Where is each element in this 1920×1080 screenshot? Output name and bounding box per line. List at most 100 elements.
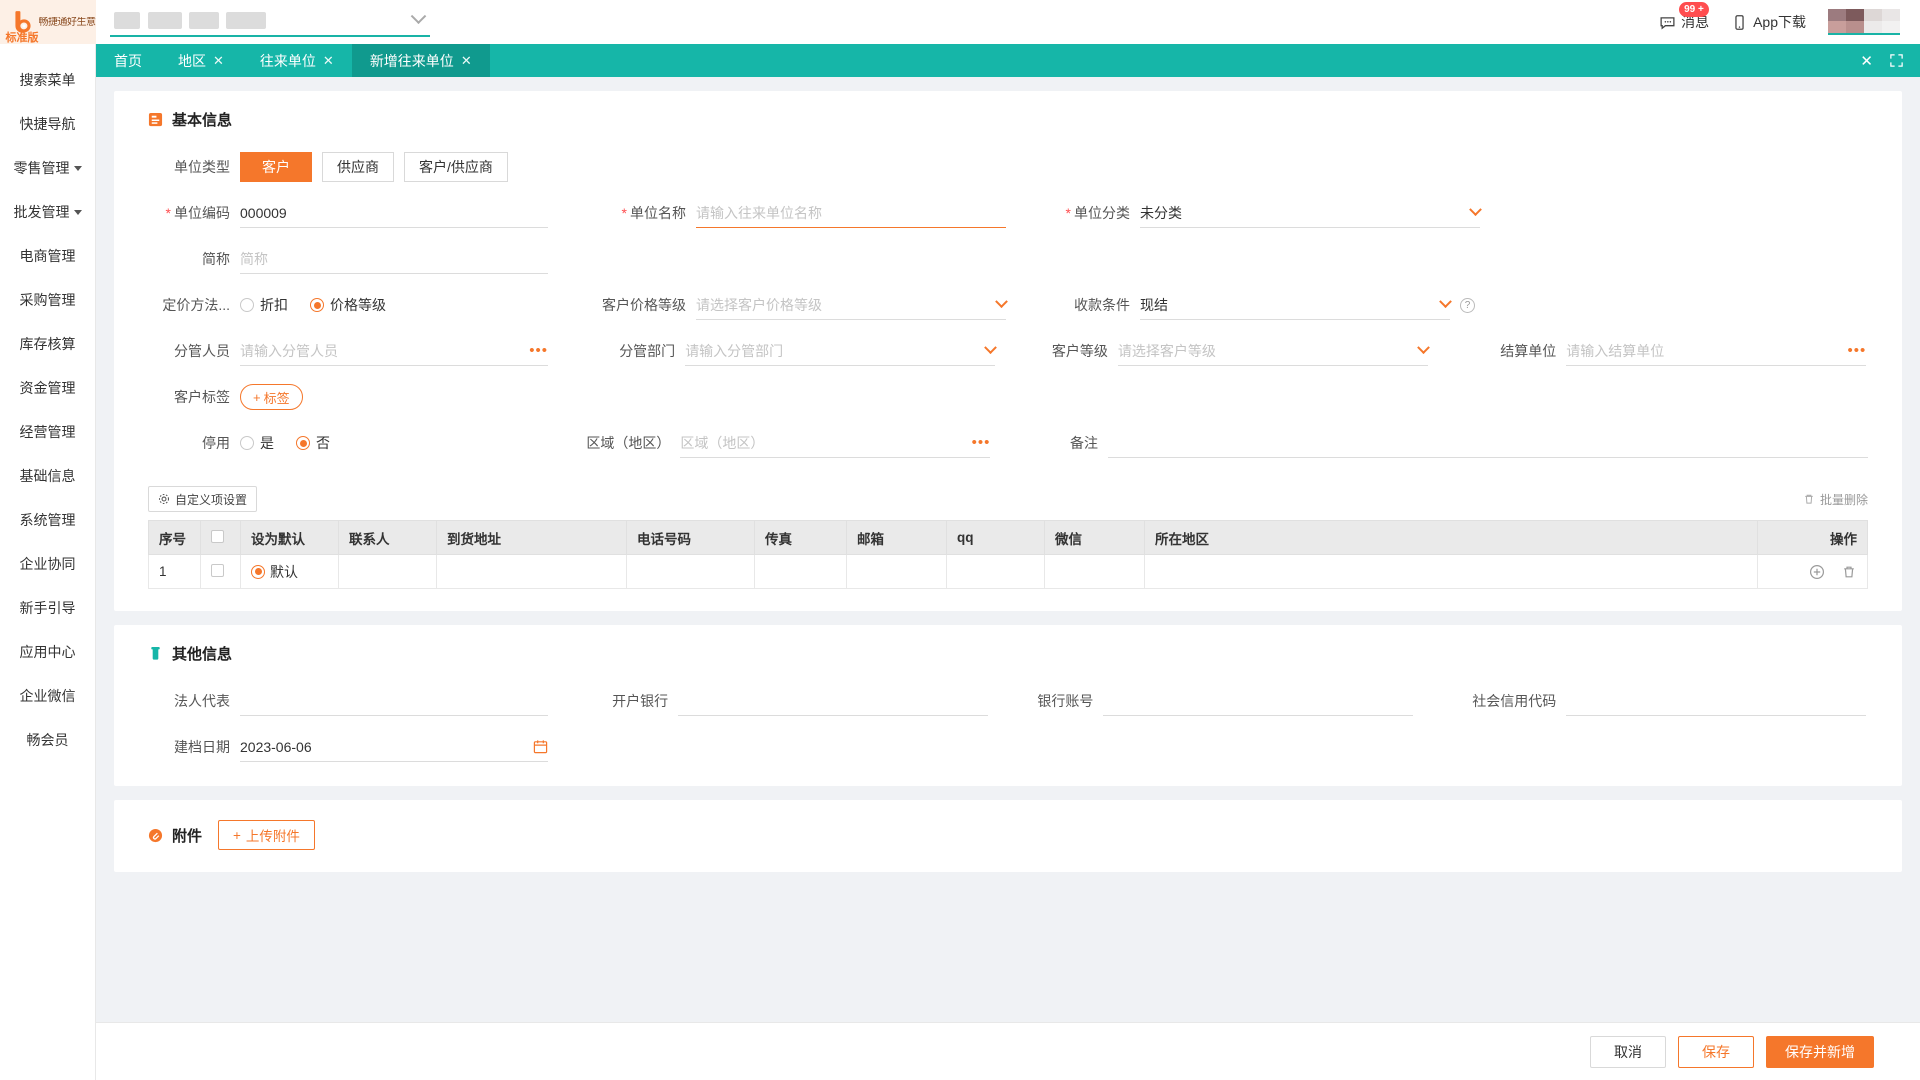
tab-region[interactable]: 地区 ✕ [160,44,242,77]
sidebar-item-operations[interactable]: 经营管理 [0,410,96,454]
add-row-icon[interactable] [1809,564,1825,580]
sidebar-item-inventory[interactable]: 库存核算 [0,322,96,366]
contact-table-head: 序号 设为默认 联系人 到货地址 电话号码 传真 邮箱 qq 微信 所在地区 操… [148,520,1868,555]
cell-phone[interactable] [626,554,755,589]
pricing-option-discount[interactable]: 折扣 [240,295,288,315]
cell-contact[interactable] [338,554,437,589]
sidebar-item-basic-info[interactable]: 基础信息 [0,454,96,498]
upload-attachment-label: 上传附件 [245,829,300,844]
pricing-row: 定价方法... 折扣 价格等级 [148,282,1868,328]
disabled-option-no[interactable]: 否 [296,433,330,453]
short-name-input[interactable]: 简称 [240,250,268,267]
unit-type-option-supplier[interactable]: 供应商 [322,152,394,182]
sidebar-item-purchase[interactable]: 采购管理 [0,278,96,322]
pricing-option-price-level[interactable]: 价格等级 [310,295,386,315]
chevron-down-icon[interactable] [984,341,998,355]
unit-name-input[interactable]: 请输入往来单位名称 [696,204,822,221]
save-and-new-button[interactable]: 保存并新增 [1766,1035,1874,1068]
custom-field-settings-button[interactable]: 自定义项设置 [148,486,258,512]
company-selector[interactable] [110,7,430,37]
tab-home[interactable]: 首页 [96,44,160,77]
cell-region[interactable] [1144,554,1758,589]
col-fax: 传真 [754,520,847,555]
save-button[interactable]: 保存 [1678,1035,1754,1068]
sidebar-item-finance[interactable]: 资金管理 [0,366,96,410]
sidebar-item-ecommerce[interactable]: 电商管理 [0,234,96,278]
attachment-header: 附件 [148,825,202,846]
sidebar-item-app-center[interactable]: 应用中心 [0,630,96,674]
unit-category-label: * 单位分类 [1065,205,1130,221]
settle-unit-input[interactable]: 请输入结算单位 [1566,342,1665,359]
unit-type-buttons: 客户 供应商 客户/供应商 [240,152,508,182]
sidebar-item-label: 畅会员 [26,732,69,748]
sidebar-item-wecom[interactable]: 企业微信 [0,674,96,718]
checkbox-icon[interactable] [211,563,224,577]
batch-delete-button[interactable]: 批量删除 [1803,491,1868,508]
customer-level-label: 客户等级 [1051,343,1108,359]
unit-type-option-customer[interactable]: 客户 [240,152,312,182]
cancel-button[interactable]: 取消 [1590,1035,1666,1068]
customer-price-level-input[interactable]: 请选择客户价格等级 [696,296,822,313]
manager-person-label: 分管人员 [174,343,230,359]
cell-set-default[interactable]: 默认 [240,554,339,589]
delete-row-icon[interactable] [1841,564,1857,580]
sidebar-item-search-menu[interactable]: 搜索菜单 [0,58,96,102]
add-tag-button[interactable]: + 标签 [240,384,303,410]
upload-attachment-button[interactable]: + 上传附件 [218,820,315,850]
sidebar-item-wholesale[interactable]: 批发管理 [0,190,96,234]
col-select-all[interactable] [200,520,241,555]
more-options-icon[interactable]: ••• [971,433,991,451]
sidebar-item-enterprise-collab[interactable]: 企业协同 [0,542,96,586]
radio-icon-selected[interactable] [251,564,265,579]
more-options-icon[interactable]: ••• [529,341,548,359]
cell-address[interactable] [436,554,627,589]
table-row[interactable]: 1 默认 [148,554,1868,589]
manager-dept-input[interactable]: 请输入分管部门 [685,342,784,359]
customer-level-input[interactable]: 请选择客户等级 [1117,342,1216,359]
chevron-down-icon[interactable] [1469,203,1482,217]
close-icon[interactable]: ✕ [460,53,472,68]
sidebar-item-quick-nav[interactable]: 快捷导航 [0,102,96,146]
calendar-icon[interactable] [533,739,548,754]
cell-fax[interactable] [754,554,847,589]
checkbox-icon[interactable] [211,529,224,543]
cell-email[interactable] [846,554,947,589]
close-icon[interactable]: ✕ [213,53,224,68]
chevron-down-icon[interactable] [995,295,1008,309]
sidebar-item-system[interactable]: 系统管理 [0,498,96,542]
cell-select[interactable] [200,554,241,589]
help-icon[interactable]: ? [1460,297,1475,313]
region-input[interactable]: 区域（地区） [680,434,765,451]
payment-terms-value[interactable]: 现结 [1140,296,1168,313]
chevron-down-icon[interactable] [1439,295,1452,309]
close-icon[interactable]: ✕ [322,53,334,68]
tab-business-unit[interactable]: 往来单位 ✕ [242,44,352,77]
unit-type-option-both[interactable]: 客户/供应商 [404,152,508,182]
brand-logo[interactable]: 畅捷通好生意 标准版 [0,0,96,44]
manager-dept-label: 分管部门 [619,343,676,359]
cell-actions [1757,554,1868,589]
app-download-label: App下载 [1753,14,1806,30]
unit-category-value[interactable]: 未分类 [1140,204,1182,221]
tab-new-business-unit[interactable]: 新增往来单位 ✕ [351,44,490,77]
cell-wechat[interactable] [1044,554,1145,589]
sidebar-item-label: 快捷导航 [19,116,76,132]
sidebar-item-member[interactable]: 畅会员 [0,718,96,762]
sidebar-item-beginner-guide[interactable]: 新手引导 [0,586,96,630]
topbar: 消息 99 + App下载 [96,0,1920,44]
create-date-value[interactable]: 2023-06-06 [240,738,312,755]
messages-button[interactable]: 消息 99 + [1659,2,1709,32]
manager-person-input[interactable]: 请输入分管人员 [240,342,338,359]
chevron-down-icon[interactable] [1416,341,1430,355]
fullscreen-icon[interactable] [1889,53,1904,68]
cell-qq[interactable] [946,554,1045,589]
status-region-remark-row: 停用 是 否 区域（地区） [148,420,1868,466]
disabled-option-yes[interactable]: 是 [240,433,274,453]
app-download-button[interactable]: App下载 [1731,12,1806,32]
unit-code-value[interactable]: 000009 [240,204,287,221]
user-avatar[interactable] [1828,9,1900,35]
close-all-tabs-icon[interactable]: ✕ [1860,52,1873,70]
more-options-icon[interactable]: ••• [1847,341,1867,359]
contact-table: 序号 设为默认 联系人 到货地址 电话号码 传真 邮箱 qq 微信 所在地区 操… [148,520,1868,589]
sidebar-item-retail[interactable]: 零售管理 [0,146,96,190]
